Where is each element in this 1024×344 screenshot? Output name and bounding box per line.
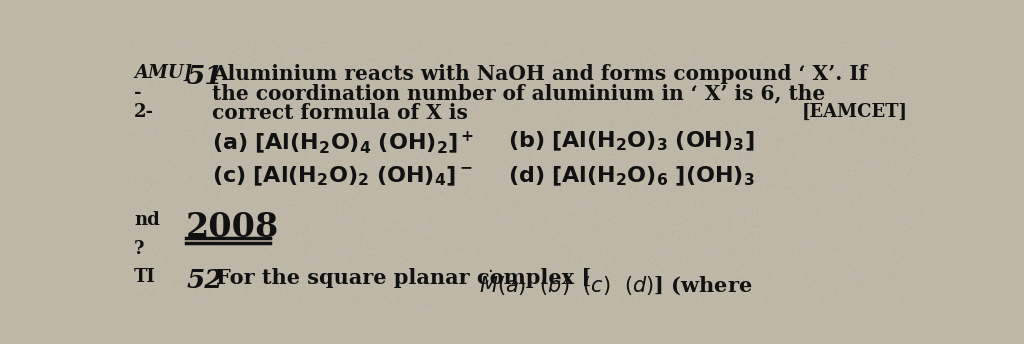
- Text: -: -: [134, 84, 141, 101]
- Text: ?: ?: [134, 240, 144, 258]
- Text: the coordination number of aluminium in ‘ X’ is 6, the: the coordination number of aluminium in …: [212, 84, 825, 104]
- Text: [EAMCET]: [EAMCET]: [802, 103, 908, 121]
- Text: $\mathbf{(c)\ [Al(H_2O)_2\ (OH)_4]^-}$: $\mathbf{(c)\ [Al(H_2O)_2\ (OH)_4]^-}$: [212, 164, 472, 188]
- Text: TI: TI: [134, 268, 156, 287]
- Text: AMU]: AMU]: [134, 64, 193, 82]
- Text: $\mathbf{(d)\ [Al(H_2O)_6\ ](OH)_3}$: $\mathbf{(d)\ [Al(H_2O)_6\ ](OH)_3}$: [508, 164, 755, 188]
- Text: For the square planar complex [: For the square planar complex [: [216, 268, 591, 288]
- Text: 52: 52: [186, 268, 223, 293]
- Text: 2-: 2-: [134, 103, 155, 121]
- Text: nd: nd: [134, 211, 160, 229]
- Text: Aluminium reacts with NaOH and forms compound ‘ X’. If: Aluminium reacts with NaOH and forms com…: [212, 64, 867, 84]
- Text: correct formula of X is: correct formula of X is: [212, 103, 468, 123]
- Text: 2008: 2008: [186, 211, 280, 244]
- Text: 51: 51: [186, 64, 223, 89]
- Text: $\dot{M}(a)\ \ (b)\ \ (c)\ \ (d)$] (where: $\dot{M}(a)\ \ (b)\ \ (c)\ \ (d)$] (wher…: [479, 268, 753, 298]
- Text: $\mathbf{(a)\ [Al(H_2O)_4\ (OH)_2]^+}$: $\mathbf{(a)\ [Al(H_2O)_4\ (OH)_2]^+}$: [212, 130, 474, 157]
- Text: $\mathbf{(b)\ [Al(H_2O)_3\ (OH)_3]}$: $\mathbf{(b)\ [Al(H_2O)_3\ (OH)_3]}$: [508, 130, 755, 153]
